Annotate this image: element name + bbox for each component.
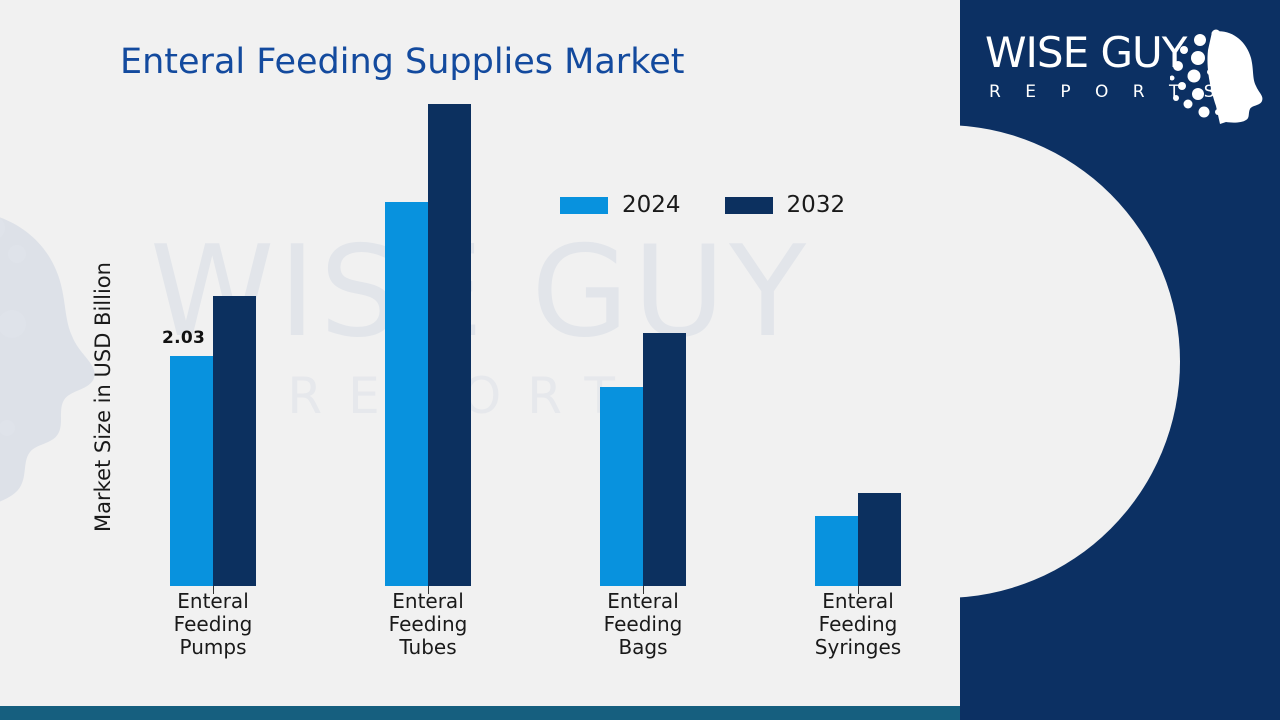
decorative-circle [960,125,1180,598]
bar-value-label-pumps: 2.03 [162,328,206,348]
x-axis-label-tubes-line-1: Enteral [392,589,464,613]
x-axis-tick-bags [643,586,644,594]
chart-legend: 2024 2032 [560,194,845,217]
x-axis-label-tubes-line-2: Feeding [388,612,468,637]
legend-item-2024[interactable]: 2024 [560,194,681,217]
x-axis-label-pumps-line-2: Feeding [173,612,253,637]
x-axis-label-pumps-line-1: Enteral [177,589,249,613]
bar-group-enteral-feeding-pumps: 2.03 [162,230,256,594]
x-axis-tick-tubes [428,586,429,594]
plot-area: 2.03 [90,104,950,594]
bar-2024-syringes[interactable] [815,516,858,586]
bar-2032-syringes[interactable] [858,493,901,586]
bar-2032-pumps[interactable] [213,296,256,586]
bar-2032-tubes[interactable] [428,104,471,586]
x-axis-label-bags-line-3: Bags [618,635,668,660]
x-axis-label-pumps: Enteral Feeding Pumps [128,589,298,660]
legend-item-2032[interactable]: 2032 [724,192,846,218]
x-axis-label-tubes: Enteral Feeding Tubes [343,589,513,660]
legend-swatch-2032 [724,197,773,214]
logo-text: WISE GUY R E P O R T S [985,28,1225,102]
x-axis-label-syringes: Enteral Feeding Syringes [773,589,943,660]
page-title: Enteral Feeding Supplies Market [120,42,685,82]
bar-group-enteral-feeding-tubes [385,104,471,594]
bar-2024-tubes[interactable] [385,202,428,586]
bar-2024-pumps[interactable] [170,356,213,586]
x-axis-label-syringes-line-2: Feeding [818,612,898,637]
legend-label-2032: 2032 [786,192,846,218]
bar-group-enteral-feeding-syringes [815,230,901,594]
x-axis-label-tubes-line-3: Tubes [399,635,457,660]
x-axis-tick-pumps [213,586,214,594]
x-axis-label-syringes-line-1: Enteral [822,589,894,613]
bottom-accent-strip [0,706,960,720]
bar-2024-bags[interactable] [600,387,643,586]
x-axis-tick-syringes [858,586,859,594]
x-axis-label-pumps-line-3: Pumps [179,635,247,660]
legend-swatch-2024 [560,197,608,214]
bar-group-enteral-feeding-bags [600,230,686,594]
brand-panel [960,0,1280,720]
logo-sub-text: R E P O R T S [989,82,1225,102]
logo-main-text: WISE GUY [985,28,1187,77]
brand-logo[interactable]: WISE GUY R E P O R T S [985,28,1263,124]
x-axis-label-bags-line-1: Enteral [607,589,679,613]
x-axis-label-bags: Enteral Feeding Bags [558,589,728,660]
x-axis-label-syringes-line-3: Syringes [814,635,902,660]
logo-head-profile-icon [1170,28,1265,126]
x-axis-label-bags-line-2: Feeding [603,612,683,637]
bar-2032-bags[interactable] [643,333,686,586]
legend-label-2024: 2024 [622,192,681,218]
